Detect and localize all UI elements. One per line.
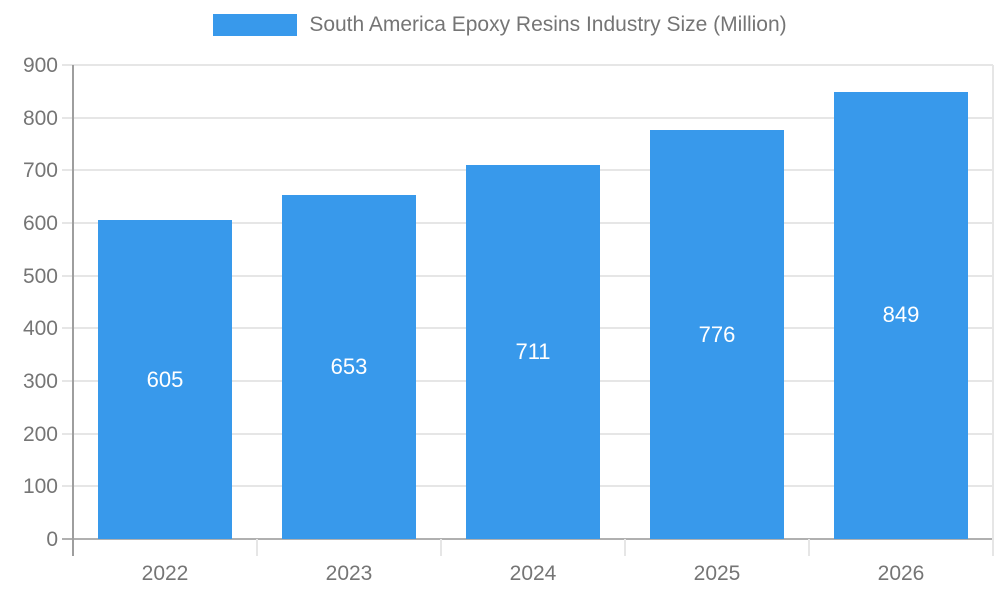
- bar-value-label: 776: [698, 321, 736, 347]
- y-axis-tick-label: 200: [22, 422, 58, 446]
- legend-swatch: [213, 14, 298, 36]
- y-axis-tick-label: 100: [22, 475, 58, 499]
- bar-2022[interactable]: [98, 220, 232, 539]
- bar-value-label: 849: [882, 302, 920, 328]
- bar-2024[interactable]: [466, 164, 600, 539]
- plot-right-border: [992, 65, 994, 539]
- x-axis-tick: [808, 539, 810, 556]
- x-axis-tick: [624, 539, 626, 556]
- y-axis-tick-label: 600: [22, 212, 58, 235]
- y-axis-tick-label: 0: [46, 528, 58, 551]
- x-axis-tick: [440, 539, 442, 556]
- bar-value-label: 653: [330, 354, 368, 380]
- legend-series-label: South America Epoxy Resins Industry Size…: [309, 13, 787, 36]
- x-axis-baseline: [62, 538, 993, 540]
- y-axis-tick-label: 500: [22, 264, 58, 288]
- y-gridline: [62, 116, 993, 119]
- x-axis-category-label: 2025: [693, 562, 741, 585]
- bar-value-label: 605: [146, 366, 184, 392]
- y-axis-tick-label: 700: [22, 159, 58, 183]
- x-axis-category-label: 2022: [141, 562, 189, 585]
- x-axis-category-label: 2026: [877, 562, 925, 585]
- y-axis-tick-label: 900: [22, 54, 58, 77]
- x-axis-category-label: 2024: [509, 562, 557, 585]
- y-gridline: [62, 64, 993, 66]
- y-axis-tick-label: 300: [22, 370, 58, 393]
- y-axis-tick-label: 400: [22, 317, 58, 341]
- y-axis-line: [72, 65, 74, 556]
- bar-2026[interactable]: [834, 91, 968, 539]
- legend: South America Epoxy Resins Industry Size…: [0, 14, 1000, 36]
- bar-2023[interactable]: [282, 195, 416, 539]
- y-axis-tick-label: 800: [22, 106, 58, 130]
- bar-2025[interactable]: [650, 130, 784, 539]
- x-axis-category-label: 2023: [325, 562, 373, 585]
- bar-value-label: 711: [515, 338, 551, 364]
- x-axis-tick: [992, 539, 994, 556]
- x-axis-tick: [256, 539, 258, 556]
